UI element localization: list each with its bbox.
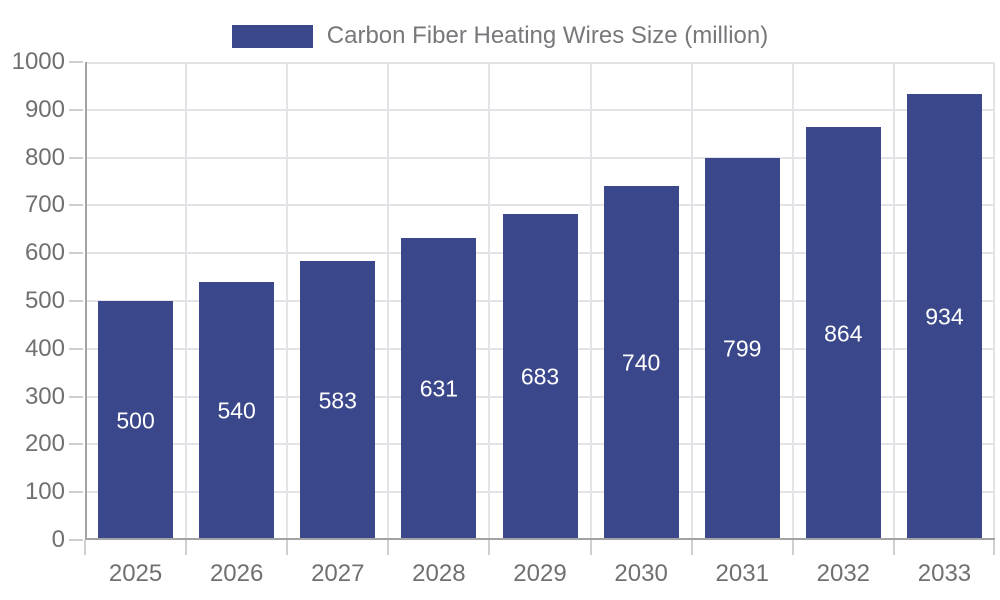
- x-axis-label: 2027: [311, 560, 365, 587]
- gridline-vertical: [690, 62, 693, 540]
- y-axis-label: 300: [24, 382, 65, 410]
- x-axis-line: [85, 538, 995, 540]
- bar-2029: 683: [502, 213, 578, 540]
- y-axis-tick: [69, 156, 83, 159]
- bar-2031: 799: [704, 158, 780, 540]
- y-axis-tick: [69, 443, 83, 446]
- y-axis-label: 200: [24, 430, 65, 458]
- y-axis-tick: [69, 61, 83, 63]
- y-axis-label: 100: [24, 478, 65, 506]
- bar-2030: 740: [603, 186, 679, 540]
- x-axis-tick: [589, 540, 592, 555]
- bar-value-label: 500: [116, 407, 155, 433]
- y-axis-label: 400: [24, 334, 65, 362]
- y-axis-tick: [69, 204, 83, 207]
- gridline-vertical: [993, 62, 995, 540]
- legend-label: Carbon Fiber Heating Wires Size (million…: [326, 22, 769, 49]
- y-axis-line: [85, 62, 87, 540]
- y-axis-label: 900: [24, 95, 65, 123]
- x-axis-tick: [84, 540, 86, 555]
- bar-2033: 934: [906, 93, 982, 540]
- x-axis-tick: [993, 540, 995, 555]
- bar-2032: 864: [805, 127, 881, 540]
- x-axis-label: 2033: [917, 560, 972, 587]
- x-axis-label: 2032: [816, 560, 871, 587]
- y-axis-label: 800: [24, 143, 65, 171]
- bar-2026: 540: [199, 281, 275, 540]
- bar-value-label: 934: [925, 303, 964, 330]
- y-axis-tick: [69, 252, 83, 255]
- bar-2028: 631: [401, 238, 477, 540]
- y-axis-label: 1000: [11, 48, 65, 75]
- y-axis-label: 700: [24, 191, 65, 219]
- bar-value-label: 583: [318, 387, 357, 414]
- y-axis-label: 600: [24, 239, 65, 267]
- bar-2025: 500: [98, 301, 174, 540]
- x-axis-tick: [387, 540, 390, 555]
- plot-area: 0 100 200 300 400 500 600 700 800 900 1000 2025 2026…: [12, 48, 995, 587]
- y-axis-tick: [69, 300, 83, 302]
- x-axis-tick: [488, 540, 491, 555]
- x-axis-tick: [892, 540, 895, 555]
- y-axis-label: 500: [24, 287, 65, 314]
- y-axis-tick: [69, 491, 83, 494]
- bar-2027: 583: [300, 261, 376, 540]
- bar-value-label: 631: [419, 375, 459, 402]
- gridline-horizontal: [85, 62, 995, 64]
- y-axis-tick: [69, 108, 83, 111]
- x-axis-tick: [690, 540, 693, 555]
- bar-value-label: 540: [217, 397, 256, 424]
- x-axis-tick: [185, 540, 188, 555]
- bar-value-label: 740: [621, 349, 661, 376]
- y-axis-tick: [69, 347, 83, 350]
- y-axis-tick: [69, 395, 83, 398]
- y-axis-tick: [69, 539, 83, 541]
- x-axis-label: 2026: [209, 560, 264, 587]
- x-axis-tick: [286, 540, 289, 555]
- gridline-vertical: [791, 62, 794, 540]
- gridline-vertical: [286, 62, 289, 540]
- x-axis-label: 2031: [715, 560, 769, 587]
- gridline-vertical: [488, 62, 491, 540]
- gridline-vertical: [387, 62, 390, 540]
- bar-value-label: 864: [824, 320, 863, 346]
- gridline-horizontal: [85, 108, 995, 111]
- legend[interactable]: Carbon Fiber Heating Wires Size (million…: [0, 22, 1000, 50]
- gridline-vertical: [185, 62, 188, 540]
- gridline-horizontal: [85, 204, 995, 207]
- legend-swatch: [231, 24, 313, 48]
- x-axis-label: 2025: [108, 560, 163, 587]
- x-axis-label: 2029: [513, 560, 567, 587]
- gridline-horizontal: [85, 156, 995, 159]
- bar-value-label: 799: [723, 335, 762, 362]
- x-axis-label: 2030: [614, 560, 668, 587]
- x-axis-tick: [791, 540, 794, 555]
- x-axis-label: 2028: [412, 560, 466, 587]
- gridline-vertical: [589, 62, 592, 540]
- gridline-vertical: [892, 62, 895, 540]
- y-axis-label: 0: [51, 526, 65, 553]
- bar-value-label: 683: [520, 363, 560, 390]
